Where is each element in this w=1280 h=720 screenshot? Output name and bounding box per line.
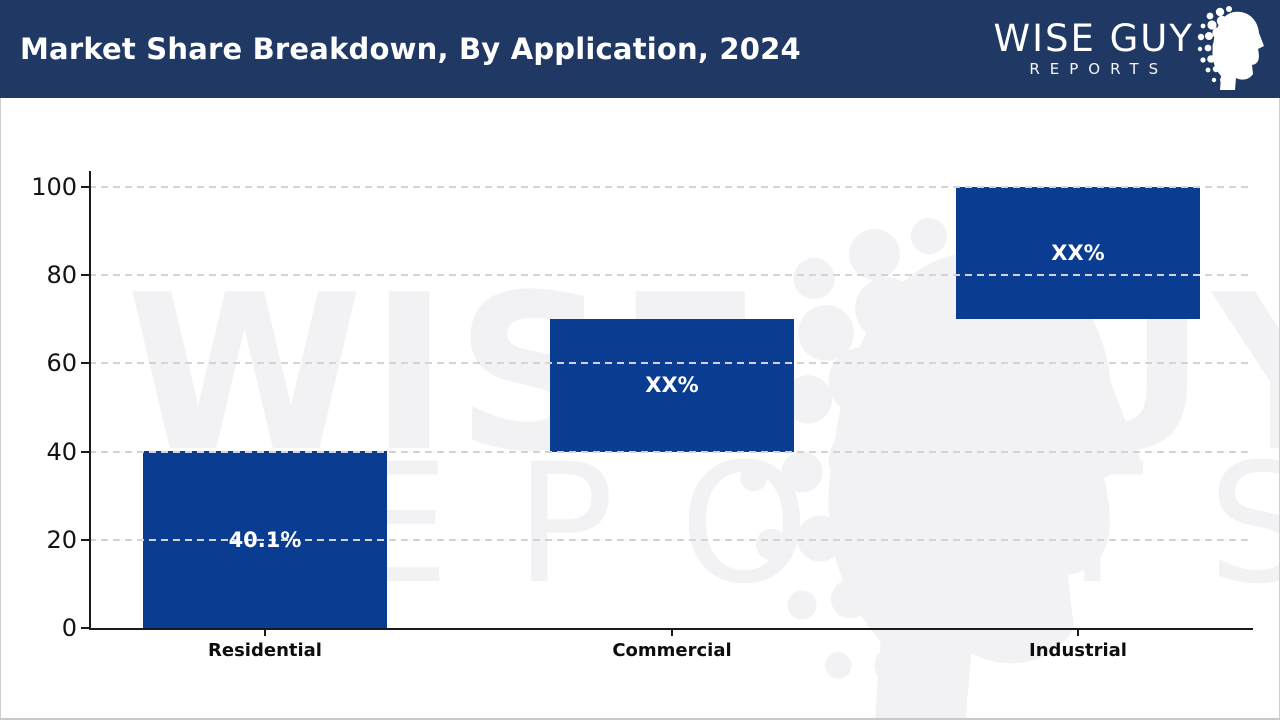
y-axis-line <box>89 171 91 630</box>
y-axis-tick-label: 0 <box>61 614 77 642</box>
bar-industrial <box>956 187 1200 320</box>
y-axis-tick-label: 40 <box>46 437 77 466</box>
bar-value-label: XX% <box>645 373 699 398</box>
gridline-20 <box>89 538 1253 541</box>
x-tick <box>1077 628 1079 636</box>
y-tick <box>81 450 89 453</box>
header-band: Market Share Breakdown, By Application, … <box>0 0 1280 98</box>
x-tick <box>671 628 673 636</box>
brand-name: WISE GUY <box>993 16 1194 60</box>
x-axis-label-residential: Residential <box>208 640 322 661</box>
bar-commercial <box>550 319 794 452</box>
y-axis-tick-label: 100 <box>31 173 77 201</box>
y-axis-tick-label: 60 <box>46 349 77 378</box>
y-tick <box>81 274 89 277</box>
bar-value-label: 40.1% <box>228 527 302 552</box>
x-tick <box>264 628 266 636</box>
x-axis-label-industrial: Industrial <box>1029 640 1127 661</box>
brand-logo-text: WISE GUY REPORTS <box>993 16 1194 79</box>
y-tick <box>81 627 89 629</box>
brand-subtitle: REPORTS <box>1029 60 1169 79</box>
gridline-40 <box>89 450 1253 453</box>
y-tick <box>81 186 89 188</box>
bar-value-label: XX% <box>1051 241 1105 266</box>
y-tick <box>81 362 89 365</box>
x-axis-label-commercial: Commercial <box>612 640 732 661</box>
gridline-100 <box>89 186 1253 188</box>
brand-logo: WISE GUY REPORTS <box>994 6 1266 92</box>
gridline-60 <box>89 362 1253 365</box>
brand-head-icon <box>1197 6 1264 91</box>
chart-canvas: WISE GUY REPORTS 40.1%ResidentialXX%Comm… <box>0 98 1280 720</box>
plot-area: 40.1% Residential XX% Commercial XX% Industri… <box>1 98 1279 718</box>
x-axis-line <box>89 628 1253 630</box>
y-axis-tick-label: 20 <box>46 525 77 554</box>
chart-title: Market Share Breakdown, By Application, … <box>20 32 801 66</box>
y-axis-tick-label: 80 <box>46 261 77 290</box>
gridline-80 <box>89 274 1253 277</box>
y-tick <box>81 538 89 541</box>
watermark-head-icon <box>740 218 1141 718</box>
